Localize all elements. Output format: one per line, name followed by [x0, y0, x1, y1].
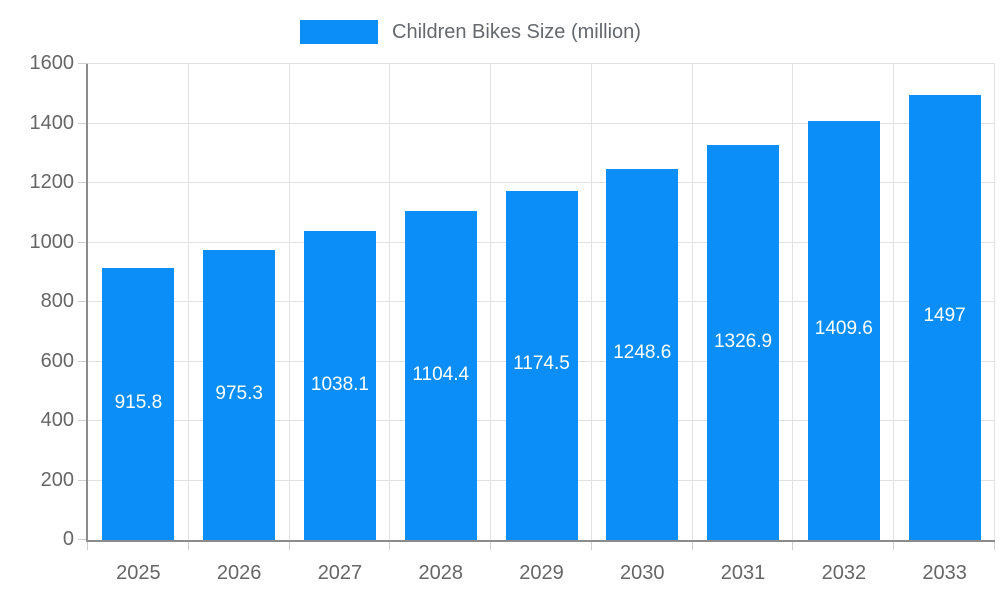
legend: Children Bikes Size (million)	[300, 20, 641, 44]
x-tick-label: 2033	[922, 562, 967, 584]
bar: 915.8	[102, 267, 175, 540]
gridline-vertical	[893, 64, 895, 540]
y-axis-tick	[78, 182, 88, 183]
bar: 975.3	[203, 249, 276, 540]
x-axis-tick	[288, 540, 290, 550]
bar-value-label: 975.3	[215, 382, 263, 404]
y-tick-label: 1000	[29, 230, 75, 253]
y-tick-label: 600	[40, 349, 74, 372]
bar: 1038.1	[303, 231, 376, 540]
x-axis-tick	[792, 540, 794, 550]
y-axis-tick	[78, 301, 88, 302]
gridline-vertical	[187, 64, 189, 540]
x-axis-tick	[187, 540, 189, 550]
x-axis-tick	[87, 540, 88, 550]
bar: 1326.9	[707, 145, 780, 540]
bar: 1409.6	[807, 120, 880, 540]
bar-value-label: 1038.1	[310, 373, 369, 395]
gridline-vertical	[590, 64, 592, 540]
y-tick-label: 1600	[29, 52, 75, 74]
x-axis-tick	[490, 540, 492, 550]
x-axis-line	[88, 540, 995, 542]
y-tick-label: 800	[40, 290, 74, 312]
legend-swatch	[300, 20, 378, 44]
bar-value-label: 1248.6	[613, 342, 672, 364]
bar-value-label: 1174.5	[513, 353, 570, 375]
y-axis-tick	[78, 539, 88, 540]
y-tick-label: 1200	[29, 171, 75, 193]
bar: 1497	[908, 94, 981, 540]
gridline-vertical	[288, 64, 290, 540]
x-axis-tick	[994, 540, 995, 550]
x-tick-label: 2029	[519, 562, 564, 584]
legend-label: Children Bikes Size (million)	[392, 20, 641, 43]
y-axis-tick	[78, 360, 88, 362]
gridline-vertical	[792, 64, 794, 540]
y-axis-tick	[78, 479, 88, 481]
gridline-horizontal	[88, 122, 995, 124]
y-axis-tick	[78, 420, 88, 421]
gridline-vertical	[691, 64, 693, 540]
bar: 1174.5	[505, 190, 578, 540]
bar-value-label: 1497	[923, 305, 966, 327]
gridline-horizontal	[88, 63, 995, 64]
bar: 1104.4	[404, 211, 477, 540]
x-tick-label: 2025	[116, 562, 161, 584]
x-tick-label: 2032	[821, 562, 867, 584]
y-axis-line	[86, 64, 88, 542]
x-tick-label: 2030	[620, 562, 665, 584]
gridline-vertical	[389, 64, 391, 540]
x-tick-label: 2027	[317, 562, 363, 584]
y-axis-tick	[78, 63, 88, 64]
bar-value-label: 1326.9	[713, 330, 773, 352]
y-axis-tick	[78, 241, 88, 243]
y-tick-label: 0	[62, 528, 74, 550]
x-tick-label: 2026	[216, 562, 262, 584]
bar-value-label: 1409.6	[814, 318, 873, 340]
y-tick-label: 200	[40, 468, 74, 491]
x-axis-tick	[389, 540, 391, 550]
bar: 1248.6	[606, 168, 679, 540]
gridline-horizontal	[88, 182, 995, 183]
bar-value-label: 915.8	[114, 391, 163, 413]
gridline-vertical	[490, 64, 492, 540]
bar-value-label: 1104.4	[412, 363, 470, 385]
y-tick-label: 1400	[29, 111, 75, 134]
x-tick-label: 2028	[418, 562, 463, 584]
gridline-vertical	[994, 64, 995, 540]
x-axis-tick	[590, 540, 592, 550]
x-axis-tick	[893, 540, 895, 550]
x-tick-label: 2031	[720, 562, 766, 584]
y-axis-tick	[78, 122, 88, 124]
x-axis-tick	[691, 540, 693, 550]
y-tick-label: 400	[40, 409, 74, 431]
